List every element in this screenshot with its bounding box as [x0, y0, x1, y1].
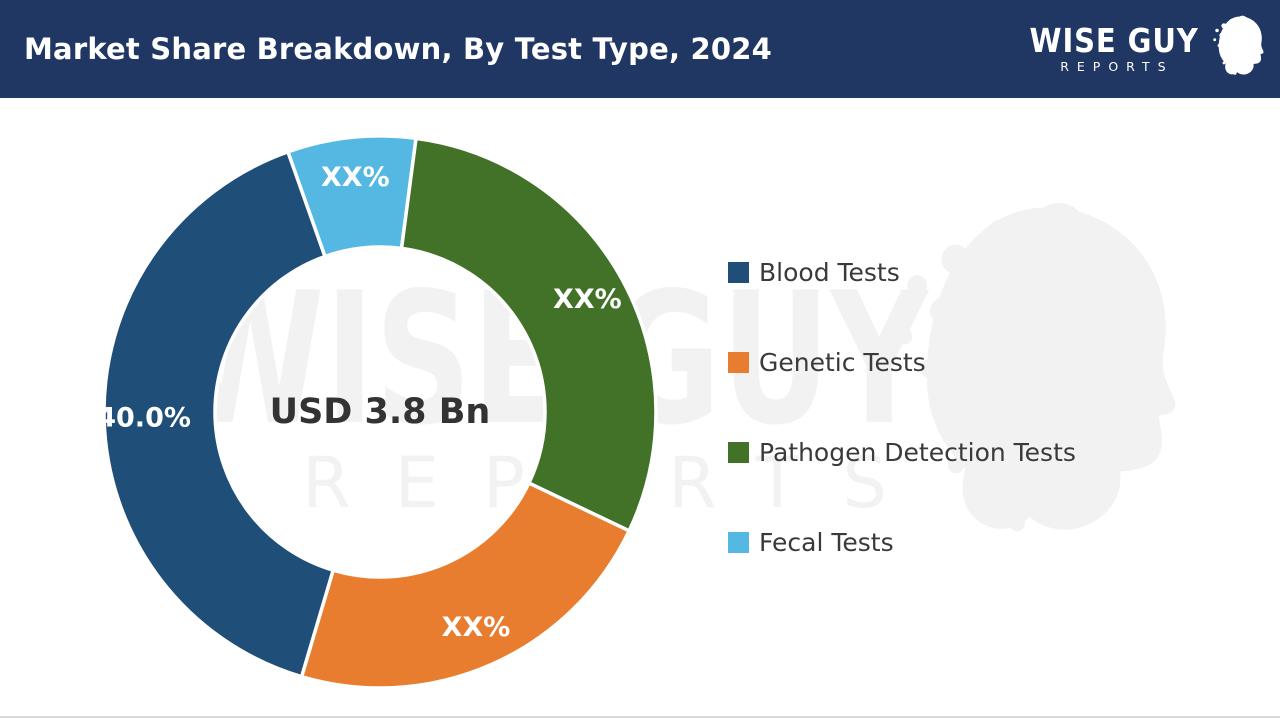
page-title: Market Share Breakdown, By Test Type, 20… — [24, 32, 773, 66]
legend-item-genetic-tests[interactable]: Genetic Tests — [728, 349, 1076, 375]
legend-item-fecal-tests[interactable]: Fecal Tests — [728, 529, 1076, 555]
slice-label-blood-tests: 40.0% — [97, 403, 191, 434]
donut-center-value: USD 3.8 Bn — [269, 392, 491, 432]
slice-label-fecal-tests: XX% — [321, 162, 390, 193]
legend-swatch-pathogen-detection-tests — [728, 441, 749, 463]
legend-item-blood-tests[interactable]: Blood Tests — [728, 259, 1076, 285]
legend-label: Fecal Tests — [759, 527, 894, 557]
legend-swatch-blood-tests — [728, 261, 749, 283]
slice-label-pathogen-detection-tests: XX% — [553, 284, 622, 315]
wiseguy-logo-line2: REPORTS — [1060, 59, 1174, 75]
bottom-divider — [0, 716, 1280, 718]
chart-legend: Blood Tests Genetic Tests Pathogen Detec… — [728, 259, 1076, 619]
donut-slice-genetic-tests[interactable] — [299, 481, 631, 690]
legend-label: Pathogen Detection Tests — [759, 437, 1076, 467]
donut-slice-blood-tests[interactable] — [102, 150, 335, 679]
legend-swatch-fecal-tests — [728, 531, 749, 553]
watermark-face-icon — [896, 202, 1176, 532]
wiseguy-logo-face-icon — [1213, 15, 1264, 75]
legend-swatch-genetic-tests — [728, 351, 749, 373]
wiseguy-logo: WISE GUY REPORTS — [1018, 11, 1264, 87]
header-bar: Market Share Breakdown, By Test Type, 20… — [0, 0, 1280, 98]
legend-label: Blood Tests — [759, 257, 900, 287]
wiseguy-logo-text: WISE GUY REPORTS — [1018, 20, 1210, 75]
legend-item-pathogen-detection-tests[interactable]: Pathogen Detection Tests — [728, 439, 1076, 465]
slice-label-genetic-tests: XX% — [442, 612, 511, 643]
legend-label: Genetic Tests — [759, 347, 926, 377]
donut-slice-pathogen-detection-tests[interactable] — [399, 136, 658, 533]
wiseguy-logo-line1: WISE GUY — [1029, 20, 1199, 60]
